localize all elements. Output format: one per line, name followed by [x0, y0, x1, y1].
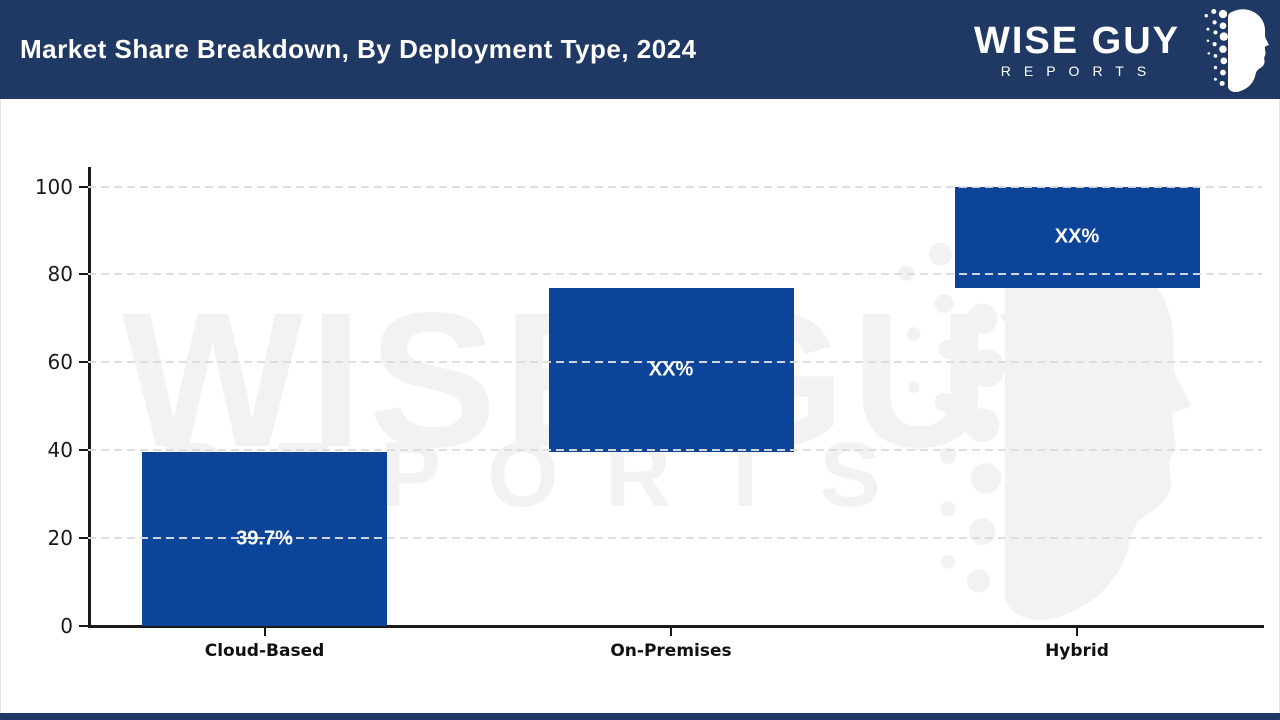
y-axis-line: [88, 167, 91, 627]
y-tick-label: 100: [34, 174, 73, 199]
logo-text: WISE GUY REPORTS: [974, 22, 1180, 78]
y-tick-label: 60: [47, 350, 73, 375]
y-tick-mark: [79, 449, 88, 452]
x-tick-label-on-premises: On-Premises: [610, 641, 732, 661]
y-tick-mark: [79, 273, 88, 276]
logo-wordmark: WISE GUY: [973, 19, 1180, 62]
x-tick-mark: [263, 628, 266, 636]
wise-guy-logo: WISE GUY REPORTS: [974, 4, 1280, 96]
bar-value-label: 39.7%: [236, 527, 293, 550]
bar-hybrid: [954, 186, 1200, 288]
y-tick-mark: [79, 185, 88, 188]
y-tick-label: 20: [47, 526, 73, 551]
bar-on-premises: [548, 287, 794, 452]
y-tick-mark: [79, 361, 88, 364]
y-tick-mark: [79, 537, 88, 540]
y-tick-label: 80: [47, 262, 73, 287]
header-bar: Market Share Breakdown, By Deployment Ty…: [0, 0, 1280, 99]
x-tick-label-hybrid: Hybrid: [1045, 641, 1109, 661]
gridline: [88, 537, 1262, 540]
logo-face-icon: [1204, 8, 1269, 92]
x-tick-mark: [1076, 628, 1078, 636]
y-tick-label: 40: [47, 438, 73, 463]
logo-subtitle: REPORTS: [1000, 62, 1160, 79]
chart-title: Market Share Breakdown, By Deployment Ty…: [20, 34, 697, 64]
gridline: [88, 361, 1262, 364]
x-tick-label-cloud-based: Cloud-Based: [204, 641, 325, 661]
x-tick-mark: [670, 628, 672, 636]
y-tick-mark: [79, 625, 88, 627]
bar-value-label: XX%: [648, 358, 694, 381]
gridline: [88, 273, 1262, 276]
y-tick-label: 0: [60, 614, 73, 638]
footer-bar: [0, 713, 1280, 720]
gridline: [88, 449, 1262, 452]
gridline: [88, 185, 1262, 188]
x-axis-line: [88, 625, 1264, 628]
bar-value-label: XX%: [1054, 225, 1100, 248]
